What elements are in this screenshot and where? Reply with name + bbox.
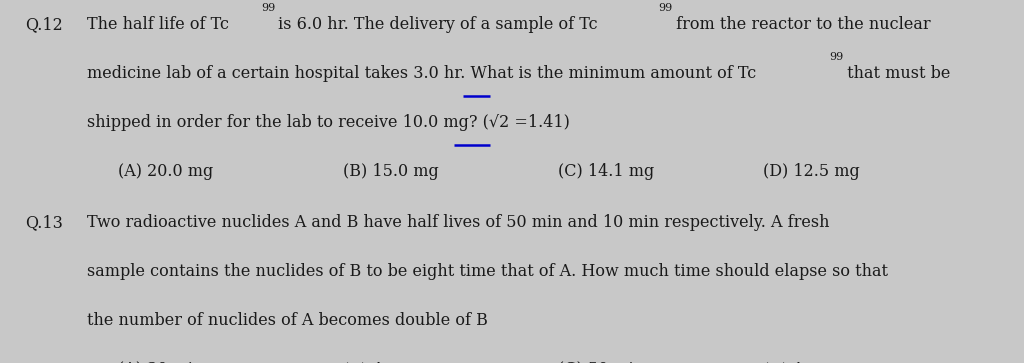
Text: 99: 99 bbox=[829, 52, 844, 62]
Text: 99: 99 bbox=[261, 3, 275, 13]
Text: from the reactor to the nuclear: from the reactor to the nuclear bbox=[671, 16, 930, 33]
Text: (A) 20.0 mg: (A) 20.0 mg bbox=[118, 163, 213, 180]
Text: The half life of Tc: The half life of Tc bbox=[87, 16, 229, 33]
Text: (B) 15.0 mg: (B) 15.0 mg bbox=[343, 163, 439, 180]
Text: sample contains the nuclides of B to be eight time that of A. How much time shou: sample contains the nuclides of B to be … bbox=[87, 263, 888, 280]
Text: (B) 40 min.: (B) 40 min. bbox=[343, 361, 434, 363]
Text: medicine lab of a certain hospital takes 3.0 hr. What is the minimum amount of T: medicine lab of a certain hospital takes… bbox=[87, 65, 757, 82]
Text: that must be: that must be bbox=[842, 65, 950, 82]
Text: is 6.0 hr. The delivery of a sample of Tc: is 6.0 hr. The delivery of a sample of T… bbox=[273, 16, 598, 33]
Text: the number of nuclides of A becomes double of B: the number of nuclides of A becomes doub… bbox=[87, 312, 487, 329]
Text: Q.12: Q.12 bbox=[26, 16, 63, 33]
Text: (C) 14.1 mg: (C) 14.1 mg bbox=[558, 163, 654, 180]
Text: (D) 12.5 mg: (D) 12.5 mg bbox=[763, 163, 859, 180]
Text: (D) 100 min.: (D) 100 min. bbox=[763, 361, 864, 363]
Text: (A) 30 min.: (A) 30 min. bbox=[118, 361, 208, 363]
Text: (C) 50 min.: (C) 50 min. bbox=[558, 361, 649, 363]
Text: Two radioactive nuclides A and B have half lives of 50 min and 10 min respective: Two radioactive nuclides A and B have ha… bbox=[87, 214, 829, 231]
Text: shipped in order for the lab to receive 10.0 mg? (√2 =1.41): shipped in order for the lab to receive … bbox=[87, 114, 570, 131]
Text: 99: 99 bbox=[658, 3, 673, 13]
Text: Q.13: Q.13 bbox=[26, 214, 63, 231]
